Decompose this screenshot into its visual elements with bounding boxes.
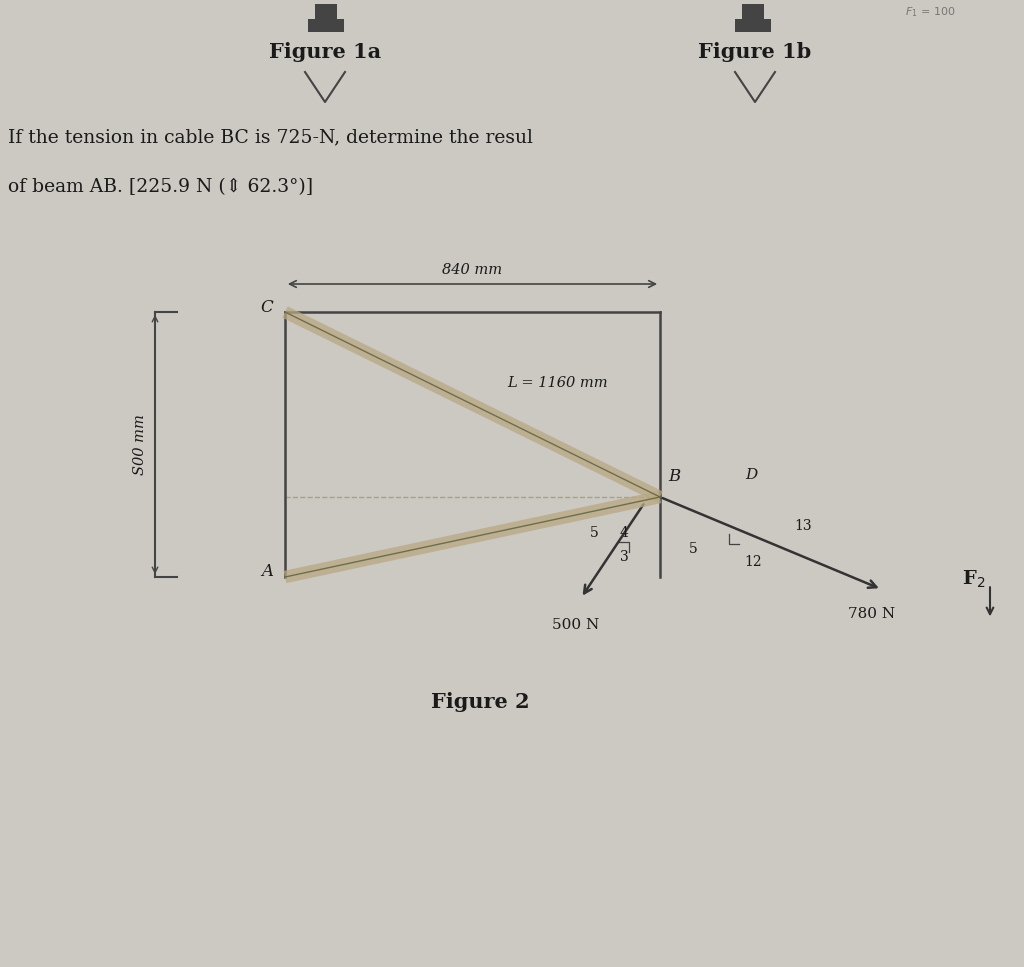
Text: 840 mm: 840 mm — [442, 263, 503, 277]
Text: 12: 12 — [744, 555, 763, 569]
Text: 5: 5 — [689, 542, 698, 556]
Text: 4: 4 — [620, 526, 629, 541]
Bar — [735, 19, 771, 32]
Text: $F_1$ = 100: $F_1$ = 100 — [905, 5, 955, 19]
Text: B: B — [668, 468, 680, 485]
Text: If the tension in cable BC is 725-N, determine the resul: If the tension in cable BC is 725-N, det… — [8, 128, 532, 146]
Text: 780 N: 780 N — [848, 607, 895, 622]
Text: 3: 3 — [620, 550, 629, 564]
Text: 500 N: 500 N — [552, 618, 600, 632]
Text: S00 mm: S00 mm — [133, 414, 147, 475]
Bar — [308, 19, 344, 32]
Text: F$_2$: F$_2$ — [962, 569, 985, 590]
Text: 13: 13 — [795, 519, 812, 533]
Bar — [315, 4, 337, 22]
Text: of beam AB. [225.9 N (⇕ 62.3°)]: of beam AB. [225.9 N (⇕ 62.3°)] — [8, 178, 313, 196]
Text: Figure 1b: Figure 1b — [698, 42, 812, 62]
Text: L = 1160 mm: L = 1160 mm — [508, 375, 608, 390]
Text: Figure 1a: Figure 1a — [269, 42, 381, 62]
Text: D: D — [745, 468, 758, 482]
Text: Figure 2: Figure 2 — [431, 692, 529, 712]
Text: 5: 5 — [590, 526, 599, 541]
Text: A: A — [261, 564, 273, 580]
Bar — [742, 4, 764, 22]
Text: C: C — [260, 299, 273, 315]
